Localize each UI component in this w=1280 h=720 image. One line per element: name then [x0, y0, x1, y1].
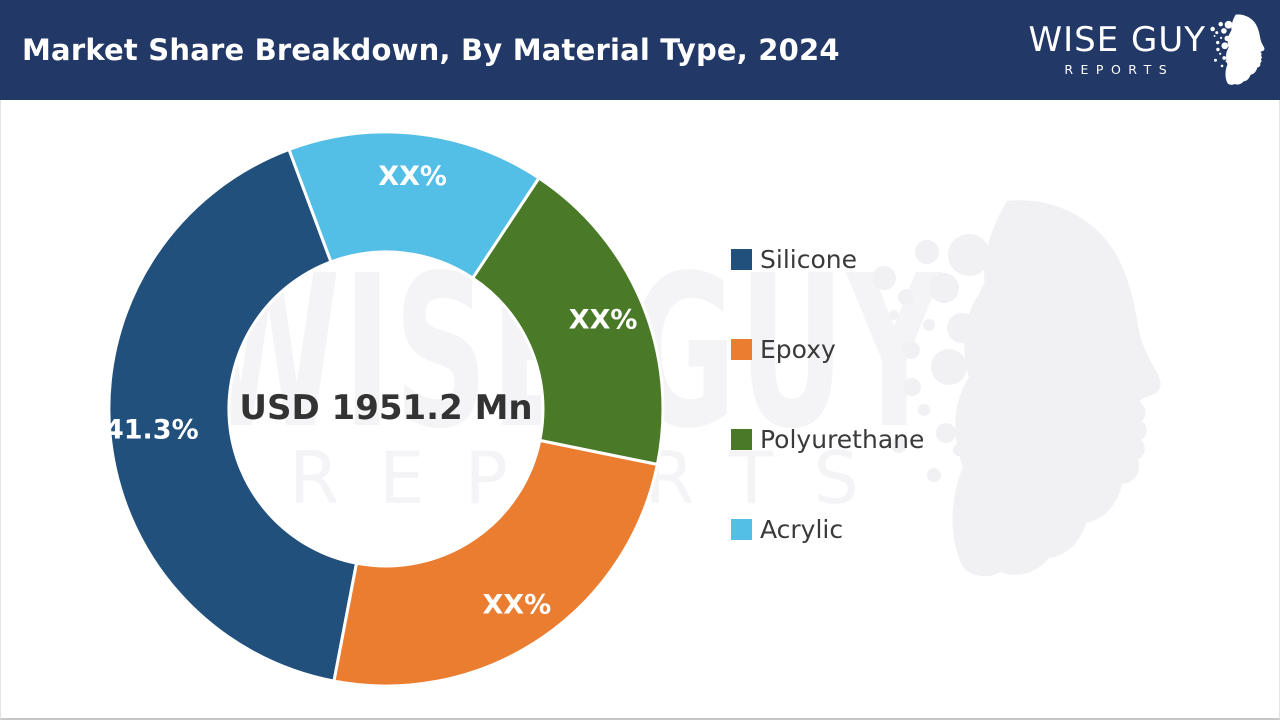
- legend-label: Silicone: [760, 244, 857, 274]
- donut-segment-silicone: [107, 148, 358, 683]
- brand-subtitle: REPORTS: [1064, 61, 1175, 77]
- watermark-face-icon: [859, 195, 1169, 585]
- donut-segment-polyurethane: [471, 176, 665, 466]
- legend-swatch-icon: [731, 248, 752, 270]
- brand-logo-text: WISE GUY REPORTS: [1028, 20, 1206, 77]
- segment-pct-label-acrylic: XX%: [378, 161, 447, 192]
- legend-swatch-icon: [731, 518, 752, 540]
- donut-segment-acrylic: [287, 130, 541, 280]
- chart-canvas: WISE GUY REPORTS 41.3%XX%XX%XX% USD 1951…: [0, 100, 1280, 720]
- header-bar: Market Share Breakdown, By Material Type…: [0, 0, 1280, 100]
- legend-item-polyurethane: Polyurethane: [731, 424, 925, 454]
- segment-pct-label-silicone: 41.3%: [105, 414, 199, 445]
- segment-pct-label-epoxy: XX%: [482, 590, 551, 621]
- segment-pct-label-polyurethane: XX%: [569, 305, 638, 336]
- donut-center-value: USD 1951.2 Mn: [239, 388, 533, 428]
- brand-face-icon: [1208, 13, 1266, 87]
- donut-chart: 41.3% XX% XX% XX%: [105, 130, 665, 688]
- legend-item-epoxy: Epoxy: [731, 334, 924, 364]
- chart-legend: Silicone Epoxy Polyurethane Acrylic: [731, 247, 924, 607]
- brand-logo: WISE GUY REPORTS: [1028, 13, 1266, 87]
- legend-label: Acrylic: [760, 514, 844, 544]
- legend-label: Polyurethane: [760, 424, 925, 454]
- legend-item-silicone: Silicone: [731, 244, 924, 274]
- donut-segment-epoxy: [332, 438, 659, 688]
- legend-swatch-icon: [731, 428, 752, 450]
- legend-swatch-icon: [731, 338, 752, 360]
- legend-label: Epoxy: [760, 334, 836, 364]
- brand-name: WISE GUY: [1028, 20, 1206, 61]
- legend-item-acrylic: Acrylic: [731, 514, 924, 544]
- page-title: Market Share Breakdown, By Material Type…: [22, 33, 840, 67]
